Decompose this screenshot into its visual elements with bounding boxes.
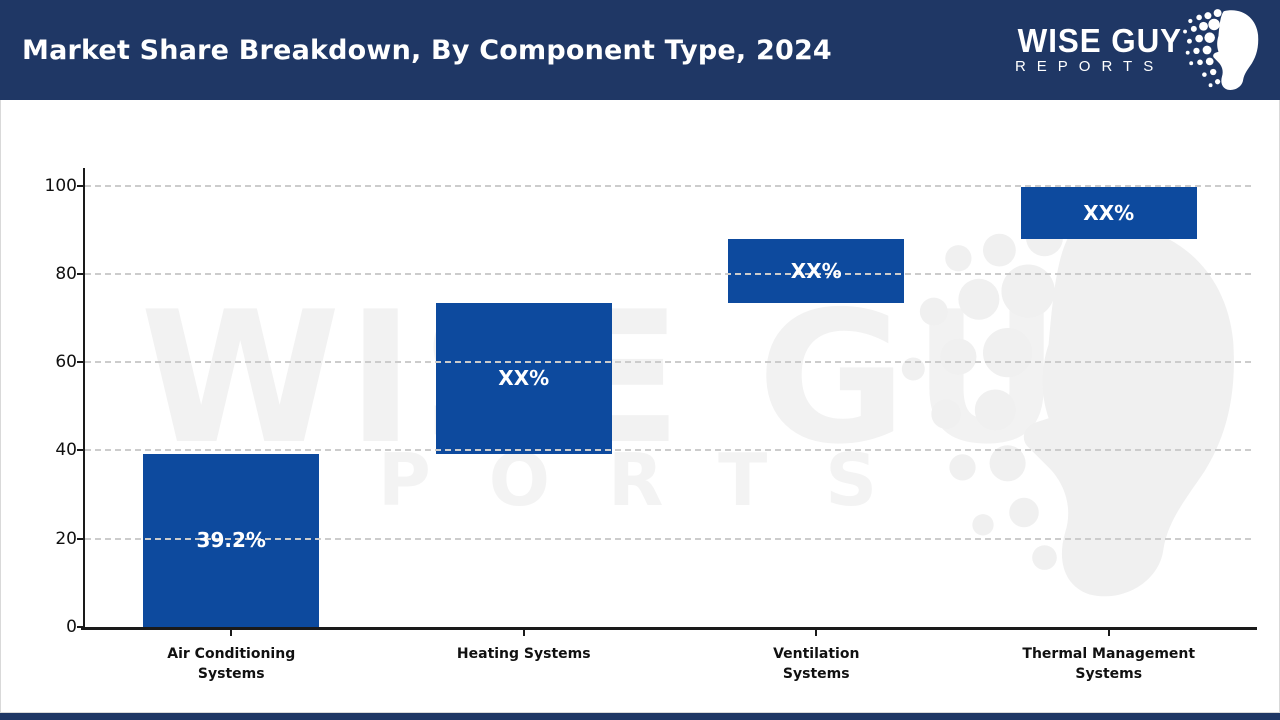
y-tick-60: [77, 361, 85, 364]
brand-name: WISE GUY: [1017, 22, 1182, 59]
brand-logo: WISE GUY REPORTS: [1009, 0, 1266, 100]
bar-air-conditioning-systems: [143, 453, 320, 627]
brand-wordmark: WISE GUY REPORTS: [1009, 24, 1182, 76]
x-axis: [81, 627, 1257, 630]
y-tick-label-60: 60: [55, 352, 77, 373]
x-category-label-heating-systems: Heating Systems: [378, 644, 670, 664]
brand-subtitle: REPORTS: [1014, 58, 1165, 75]
bar-value-label-heating-systems: XX%: [498, 366, 550, 391]
x-category-label-ventilation-systems: Ventilation Systems: [670, 644, 962, 684]
chart-area: WISE GUY PORTS 0 20 40 60 80 100 39.2% Air Cond…: [0, 100, 1280, 712]
x-tick-ventilation-systems: [815, 630, 818, 636]
header-bar: Market Share Breakdown, By Component Typ…: [0, 0, 1280, 100]
y-tick-40: [77, 449, 85, 452]
x-category-line: Heating Systems: [456, 646, 591, 662]
bar-value-label-thermal-management-systems: XX%: [1083, 200, 1135, 225]
gridline-60: [85, 361, 1255, 364]
y-tick-label-80: 80: [55, 263, 77, 284]
x-category-line: Ventilation: [773, 646, 860, 662]
y-tick-label-40: 40: [55, 440, 77, 461]
bar-ventilation-systems: [728, 238, 905, 303]
footer-bar: [0, 712, 1280, 720]
bar-value-label-ventilation-systems: XX%: [790, 258, 842, 283]
y-tick-100: [77, 184, 85, 187]
wise-guy-face-icon: [1183, 9, 1259, 90]
bar-value-label-air-conditioning-systems: 39.2%: [196, 528, 266, 553]
x-category-line: Thermal Management: [1022, 646, 1196, 662]
y-tick-label-20: 20: [55, 528, 77, 549]
y-axis: [83, 168, 85, 629]
bar-thermal-management-systems: [1020, 186, 1197, 239]
bar-heating-systems: [435, 302, 612, 454]
gridline-20: [85, 537, 1255, 540]
x-tick-heating-systems: [522, 630, 525, 636]
x-category-label-air-conditioning-systems: Air Conditioning Systems: [85, 644, 377, 684]
y-tick-0: [77, 626, 85, 628]
page-title: Market Share Breakdown, By Component Typ…: [22, 34, 832, 66]
gridline-40: [85, 449, 1255, 452]
x-category-line: Systems: [197, 666, 265, 682]
x-category-line: Systems: [782, 666, 850, 682]
x-category-label-thermal-management-systems: Thermal Management Systems: [963, 644, 1255, 684]
x-category-line: Systems: [1075, 666, 1143, 682]
y-tick-80: [77, 272, 85, 275]
x-tick-air-conditioning-systems: [230, 630, 233, 636]
watermark-face-icon: [901, 219, 1234, 597]
gridline-100: [85, 184, 1255, 187]
plot-area: 0 20 40 60 80 100 39.2% Air Conditioning Systems…: [45, 168, 1257, 682]
y-tick-label-100: 100: [44, 175, 77, 196]
x-category-line: Air Conditioning: [167, 646, 296, 662]
x-tick-thermal-management-systems: [1107, 630, 1110, 636]
y-tick-20: [77, 537, 85, 540]
gridline-80: [85, 272, 1255, 275]
y-tick-label-0: 0: [66, 617, 77, 637]
